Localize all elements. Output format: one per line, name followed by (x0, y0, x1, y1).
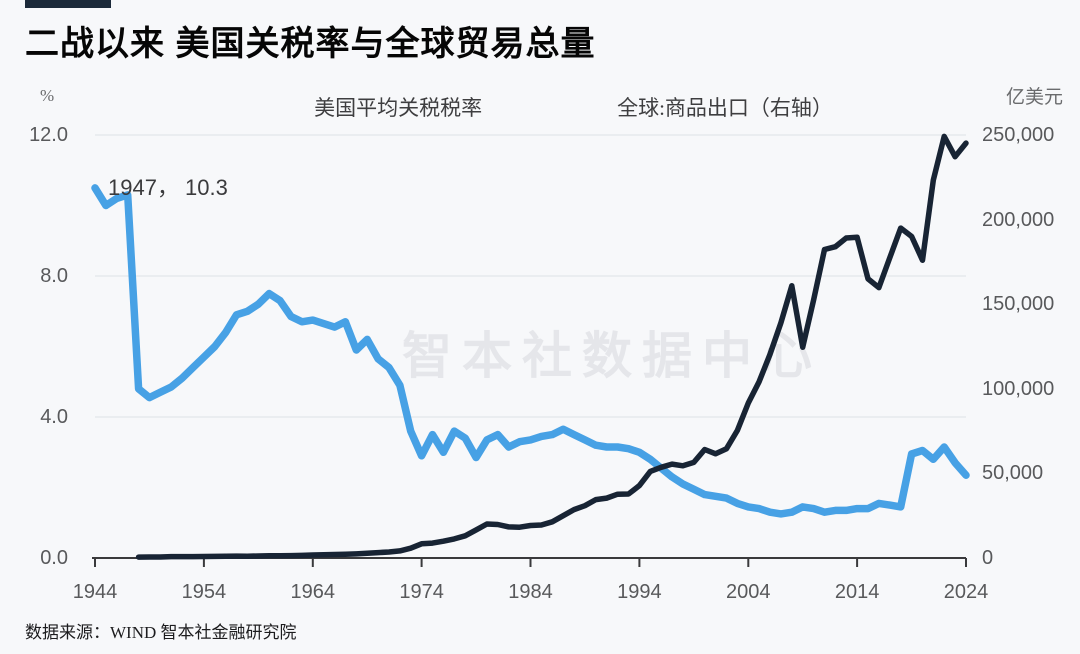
x-axis-tick-label: 1964 (290, 581, 336, 603)
legend-label-tariff: 美国平均关税税率 (314, 96, 483, 120)
right-axis-unit: 亿美元 (1006, 87, 1064, 108)
x-axis-tick-label: 1984 (508, 581, 553, 603)
right-axis-tick-label: 200,000 (982, 208, 1055, 231)
right-axis-tick-label: 100,000 (982, 377, 1055, 400)
watermark: 智本社数据中心 (402, 328, 822, 384)
left-axis-tick-label: 4.0 (40, 406, 68, 428)
x-axis-tick-label: 2024 (943, 581, 989, 603)
x-axis-tick-label: 1974 (399, 581, 444, 603)
legend-label-exports: 全球:商品出口（右轴） (617, 96, 833, 120)
legend-item-exports[interactable]: 全球:商品出口（右轴） (550, 92, 833, 122)
right-axis-tick-label: 250,000 (982, 124, 1055, 146)
legend-item-tariff[interactable]: 美国平均关税税率 (247, 92, 482, 122)
source-note: 数据来源：WIND 智本社金融研究院 (25, 623, 297, 642)
legend: 美国平均关税税率 全球:商品出口（右轴） (0, 92, 1080, 122)
right-axis-tick-label: 50,000 (982, 462, 1044, 485)
x-axis-tick-label: 1944 (72, 581, 118, 603)
left-axis-unit: % (40, 86, 55, 105)
right-axis-tick-label: 0 (982, 547, 994, 569)
left-axis-tick-label: 12.0 (29, 124, 68, 146)
accent-bar (25, 0, 111, 8)
x-axis-tick-label: 2014 (834, 581, 880, 603)
page-title: 二战以来 美国关税率与全球贸易总量 (25, 25, 596, 63)
x-axis-tick-label: 1954 (181, 581, 227, 603)
annotation-1947: 1947， 10.3 (108, 175, 228, 200)
left-axis-tick-label: 0.0 (40, 547, 68, 569)
x-axis-tick-label: 2004 (726, 581, 771, 603)
x-axis-tick-label: 1994 (617, 581, 662, 603)
right-axis-tick-label: 150,000 (982, 293, 1055, 316)
left-axis-tick-label: 8.0 (40, 265, 68, 287)
